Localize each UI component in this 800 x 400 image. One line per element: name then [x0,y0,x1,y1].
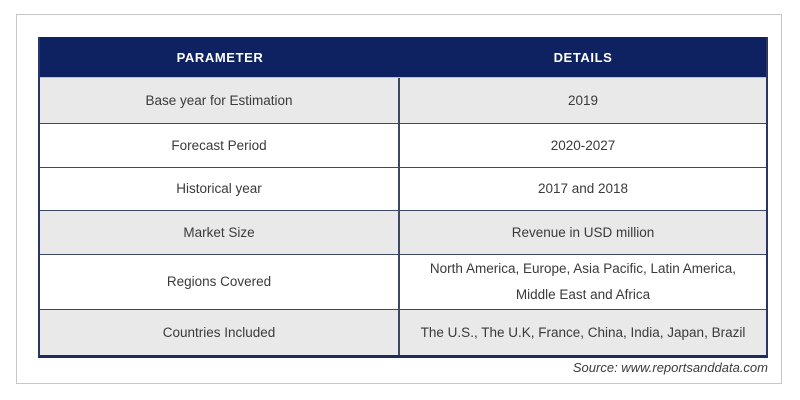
cell-parameter: Historical year [40,168,400,210]
cell-parameter: Base year for Estimation [40,78,400,123]
column-header-details: DETAILS [553,49,613,65]
cell-details: The U.S., The U.K, France, China, India,… [420,324,746,340]
cell-parameter: Forecast Period [40,124,400,167]
report-scope-table: PARAMETER DETAILS Base year for Estimati… [38,37,768,358]
cell-details: 2020-2027 [550,137,616,153]
table-row: Forecast Period 2020-2027 [40,123,766,167]
table-row: Countries Included The U.S., The U.K, Fr… [40,309,766,355]
column-header-parameter: PARAMETER [176,49,264,65]
cell-details: North America, Europe, Asia Pacific, Lat… [429,261,737,302]
table-header-row: PARAMETER DETAILS [40,37,766,77]
cell-details: Revenue in USD million [511,224,655,240]
cell-details: 2019 [567,92,599,108]
table-row: Base year for Estimation 2019 [40,77,766,123]
table-row: Regions Covered North America, Europe, A… [40,254,766,309]
cell-parameter: Regions Covered [40,255,400,309]
source-attribution: Source: www.reportsanddata.com [572,360,768,375]
table-row: Historical year 2017 and 2018 [40,167,766,210]
cell-details: 2017 and 2018 [537,181,629,196]
cell-parameter: Countries Included [40,310,400,355]
cell-parameter: Market Size [40,211,400,254]
table-row: Market Size Revenue in USD million [40,210,766,254]
